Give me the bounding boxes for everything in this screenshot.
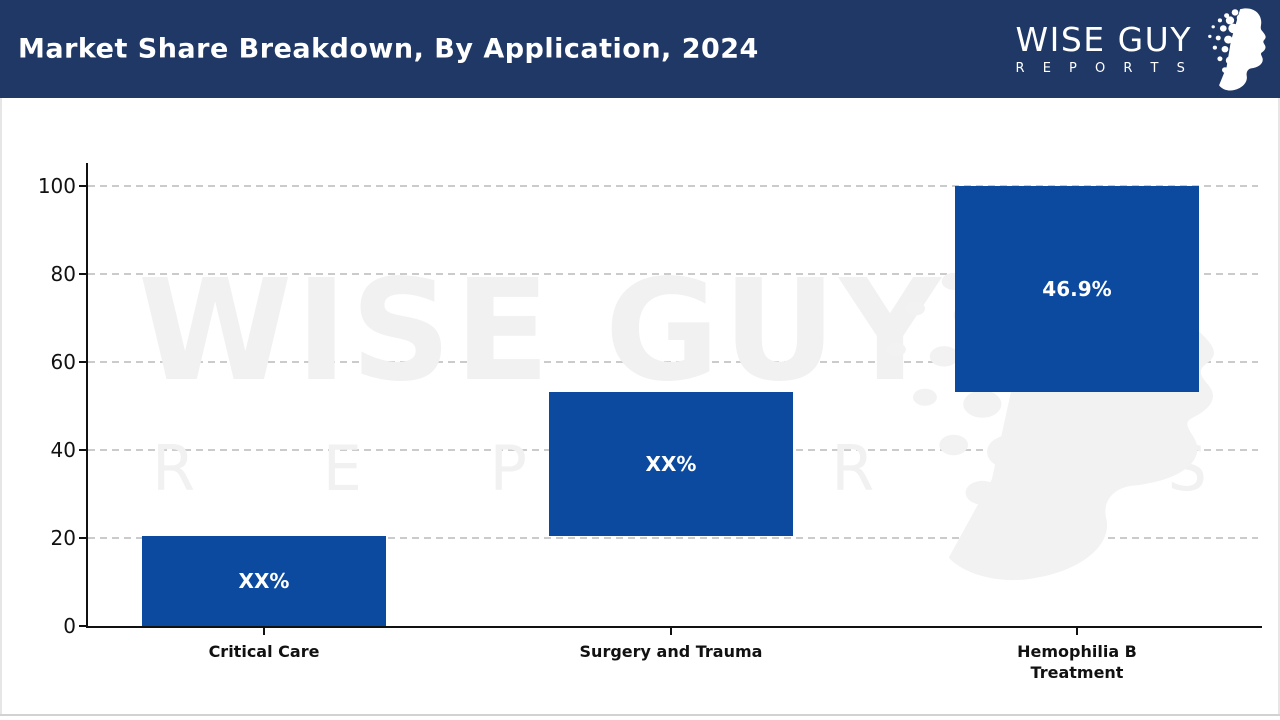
bar-value-label-critical-care: XX% bbox=[238, 568, 290, 593]
gridline-20 bbox=[88, 537, 1258, 539]
header-bar: Market Share Breakdown, By Application, … bbox=[0, 0, 1280, 98]
x-tick-critical-care bbox=[263, 628, 265, 635]
y-tick-20 bbox=[79, 537, 86, 539]
x-axis-line bbox=[86, 626, 1262, 628]
gridline-100 bbox=[88, 185, 1258, 187]
y-tick-label-20: 20 bbox=[50, 526, 76, 550]
y-tick-60 bbox=[79, 361, 86, 363]
y-tick-label-0: 0 bbox=[63, 614, 76, 638]
gridline-60 bbox=[88, 361, 1258, 363]
bottom-border bbox=[0, 714, 1280, 716]
right-border bbox=[1278, 98, 1280, 716]
logo-tagline: R E P O R T S bbox=[1015, 61, 1192, 76]
wiseguy-logo: WISE GUY R E P O R T S bbox=[1010, 4, 1272, 94]
x-tick-hemophilia-b-treatment bbox=[1076, 628, 1078, 635]
y-tick-0 bbox=[79, 625, 86, 627]
y-tick-label-60: 60 bbox=[50, 350, 76, 374]
x-category-label-hemophilia-b-treatment: Hemophilia B Treatment bbox=[1017, 642, 1137, 682]
y-tick-label-80: 80 bbox=[50, 262, 76, 286]
y-tick-40 bbox=[79, 449, 86, 451]
logo-text: WISE GUY R E P O R T S bbox=[1015, 20, 1192, 77]
logo-name: WISE GUY bbox=[1015, 20, 1192, 59]
y-tick-100 bbox=[79, 185, 86, 187]
x-tick-surgery-and-trauma bbox=[670, 628, 672, 635]
y-tick-label-40: 40 bbox=[50, 438, 76, 462]
y-axis-line bbox=[86, 163, 88, 628]
y-tick-label-100: 100 bbox=[37, 174, 76, 198]
page-title: Market Share Breakdown, By Application, … bbox=[18, 33, 759, 65]
bar-value-label-hemophilia-b-treatment: 46.9% bbox=[1042, 277, 1112, 302]
left-border bbox=[0, 98, 2, 716]
y-tick-80 bbox=[79, 273, 86, 275]
x-category-label-surgery-and-trauma: Surgery and Trauma bbox=[579, 642, 763, 661]
wiseguy-head-icon bbox=[1208, 8, 1266, 91]
x-category-label-critical-care: Critical Care bbox=[208, 642, 320, 661]
gridline-80 bbox=[88, 273, 1258, 275]
bar-value-label-surgery-and-trauma: XX% bbox=[645, 452, 697, 477]
bar-surgery-and-trauma bbox=[549, 392, 793, 536]
bar-critical-care bbox=[142, 535, 386, 626]
